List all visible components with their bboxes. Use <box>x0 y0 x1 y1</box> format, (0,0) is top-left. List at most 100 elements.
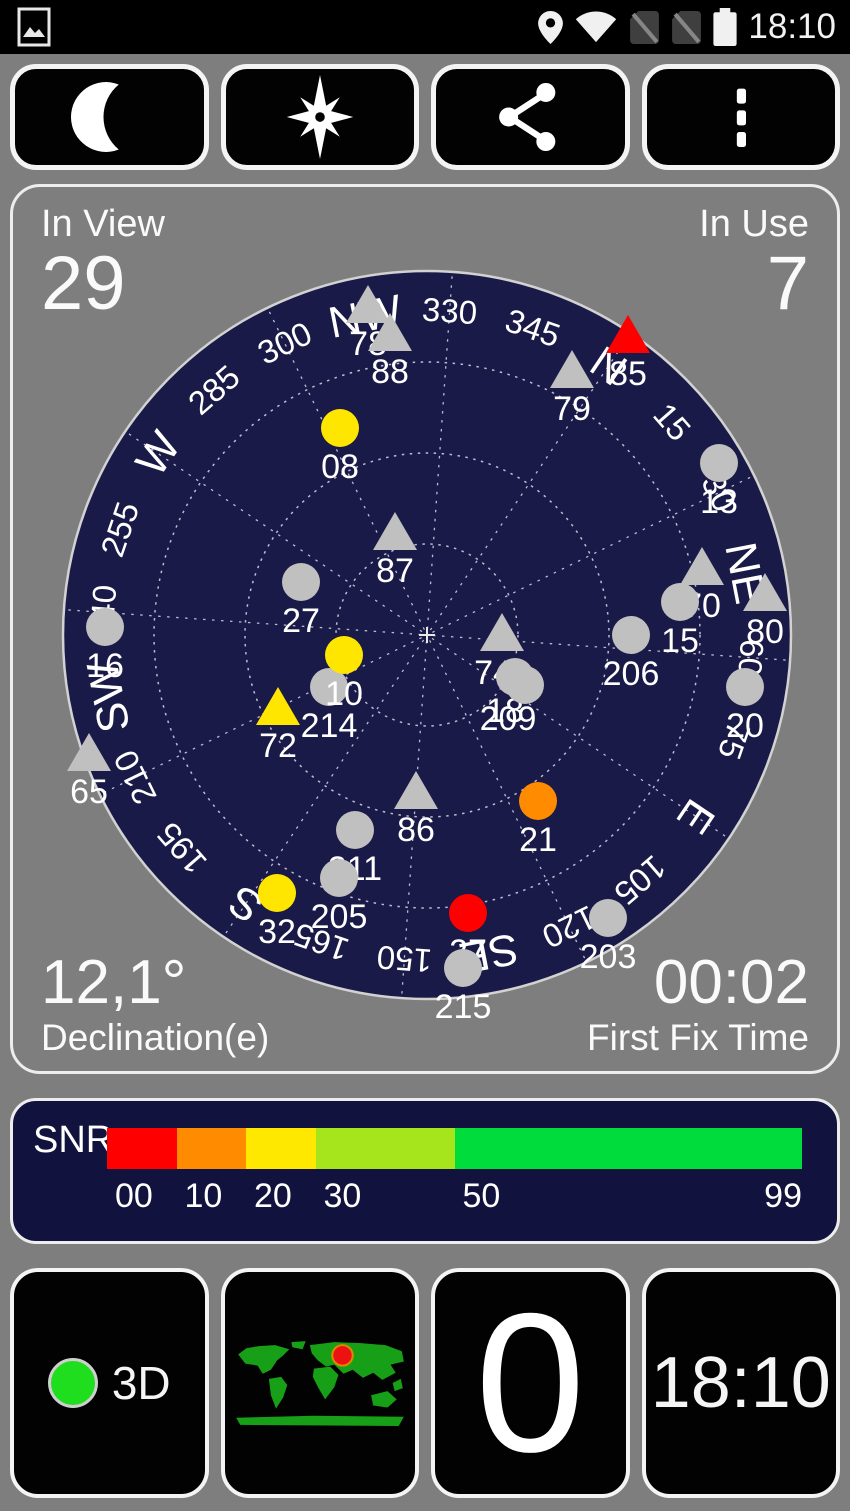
compass-button[interactable] <box>220 64 419 170</box>
menu-button[interactable] <box>641 64 840 170</box>
satellite-marker <box>394 771 438 809</box>
azimuth-line <box>63 608 422 636</box>
snr-color-bar <box>107 1128 802 1169</box>
satellite-marker <box>282 563 320 601</box>
wifi-icon <box>576 11 617 42</box>
fix-status-dot <box>47 1358 98 1408</box>
satellite-marker <box>67 733 111 771</box>
satellite-marker <box>506 666 544 704</box>
compass-star-icon <box>286 75 353 159</box>
counter-value: 0 <box>475 1272 586 1493</box>
snr-tick-label: 99 <box>764 1177 802 1215</box>
elevation-ring <box>244 452 610 818</box>
snr-tick-label: 30 <box>323 1177 362 1215</box>
battery-icon <box>713 8 738 46</box>
first-fix-value: 00:02 <box>653 948 809 1017</box>
satellite-marker <box>661 583 699 621</box>
elevation-ring <box>335 543 519 727</box>
satellite-marker <box>589 899 627 937</box>
satellite-marker <box>700 444 738 482</box>
snr-tick-label: 00 <box>115 1177 153 1215</box>
satellite-label: 87 <box>376 552 414 590</box>
satellite-label: 215 <box>435 988 492 1026</box>
satellite-label: 79 <box>553 390 591 428</box>
satellite-label: 214 <box>301 707 358 745</box>
satellite-label: 85 <box>609 355 647 393</box>
satellite-marker <box>336 811 374 849</box>
satellite-marker <box>256 687 300 725</box>
azimuth-line <box>429 640 588 963</box>
sky-plot: N1530NE6075E105120SE150165S195210SW24025… <box>61 269 793 1026</box>
satellite-marker <box>321 409 359 447</box>
satellite-label: 16 <box>86 647 124 685</box>
fix-status-label: 3D <box>111 1357 171 1409</box>
snr-tick-label: 20 <box>254 1177 292 1215</box>
satellite-label: 86 <box>397 811 435 849</box>
satellite-label: 32 <box>258 913 296 951</box>
status-time: 18:10 <box>748 7 836 46</box>
declination-label: Declination(e) <box>41 1017 270 1058</box>
satellite-label: 80 <box>746 613 784 651</box>
satellite-marker <box>368 313 412 351</box>
satellite-label: 20 <box>726 707 764 745</box>
snr-legend-panel: SNR 00 10 20 30 50 99 <box>10 1098 840 1244</box>
satellite-label: 203 <box>580 938 637 976</box>
compass-label: 150 <box>376 939 434 980</box>
elevation-ring <box>153 361 701 909</box>
satellite-label: 65 <box>70 773 108 811</box>
azimuth-line <box>222 639 425 938</box>
satellite-label: 13 <box>700 483 738 521</box>
satellite-marker <box>86 608 124 646</box>
clock-tile[interactable]: 18:10 <box>641 1268 840 1498</box>
sky-panel: N1530NE6075E105120SE150165S195210SW24025… <box>10 184 840 1074</box>
satellite-marker <box>444 949 482 987</box>
satellite-marker <box>726 668 764 706</box>
satellite-marker <box>258 874 296 912</box>
azimuth-line <box>99 637 422 796</box>
satellite-marker <box>346 285 390 323</box>
azimuth-line <box>426 271 454 630</box>
snr-segment <box>454 1128 802 1169</box>
satellite-marker <box>480 613 524 651</box>
satellite-label: 27 <box>282 602 320 640</box>
compass-label: 330 <box>421 290 479 331</box>
status-bar: 18:10 <box>0 0 850 54</box>
satellite-marker <box>680 547 724 585</box>
satellite-label: 206 <box>603 655 660 693</box>
in-use-value: 7 <box>766 241 809 326</box>
in-view-label: In View <box>41 203 165 245</box>
first-fix-label: First Fix Time <box>587 1017 809 1058</box>
footer: 3D 0 18:10 <box>0 1268 850 1498</box>
azimuth-line <box>429 332 632 631</box>
satellite-marker <box>449 894 487 932</box>
satellite-marker <box>606 315 650 353</box>
satellite-label: 209 <box>480 700 537 738</box>
satellite-label: 72 <box>259 727 297 765</box>
satellite-marker <box>320 859 358 897</box>
satellite-marker <box>519 782 557 820</box>
satellite-label: 21 <box>519 821 557 859</box>
world-map <box>231 1338 408 1428</box>
azimuth-line <box>431 637 730 840</box>
fix-status-tile[interactable]: 3D <box>10 1268 209 1498</box>
counter-tile[interactable]: 0 <box>431 1268 630 1498</box>
satellite-marker <box>612 616 650 654</box>
snr-tick-label: 50 <box>462 1177 501 1215</box>
satellite-label: 205 <box>311 898 368 936</box>
azimuth-line <box>400 640 428 999</box>
snr-segment <box>107 1128 177 1169</box>
night-mode-button[interactable] <box>10 64 209 170</box>
declination-value: 12,1° <box>41 948 187 1017</box>
share-button[interactable] <box>431 64 630 170</box>
world-map-tile[interactable] <box>220 1268 419 1498</box>
satellite-label: 15 <box>661 622 699 660</box>
azimuth-line <box>432 634 791 662</box>
satellite-label: 08 <box>321 448 359 486</box>
overflow-menu-icon <box>736 88 746 147</box>
share-icon <box>499 82 556 152</box>
clock-value: 18:10 <box>650 1343 831 1423</box>
snr-segment <box>176 1128 246 1169</box>
moon-icon <box>71 82 119 152</box>
position-marker <box>331 1344 354 1367</box>
no-sim-icon <box>672 10 702 44</box>
